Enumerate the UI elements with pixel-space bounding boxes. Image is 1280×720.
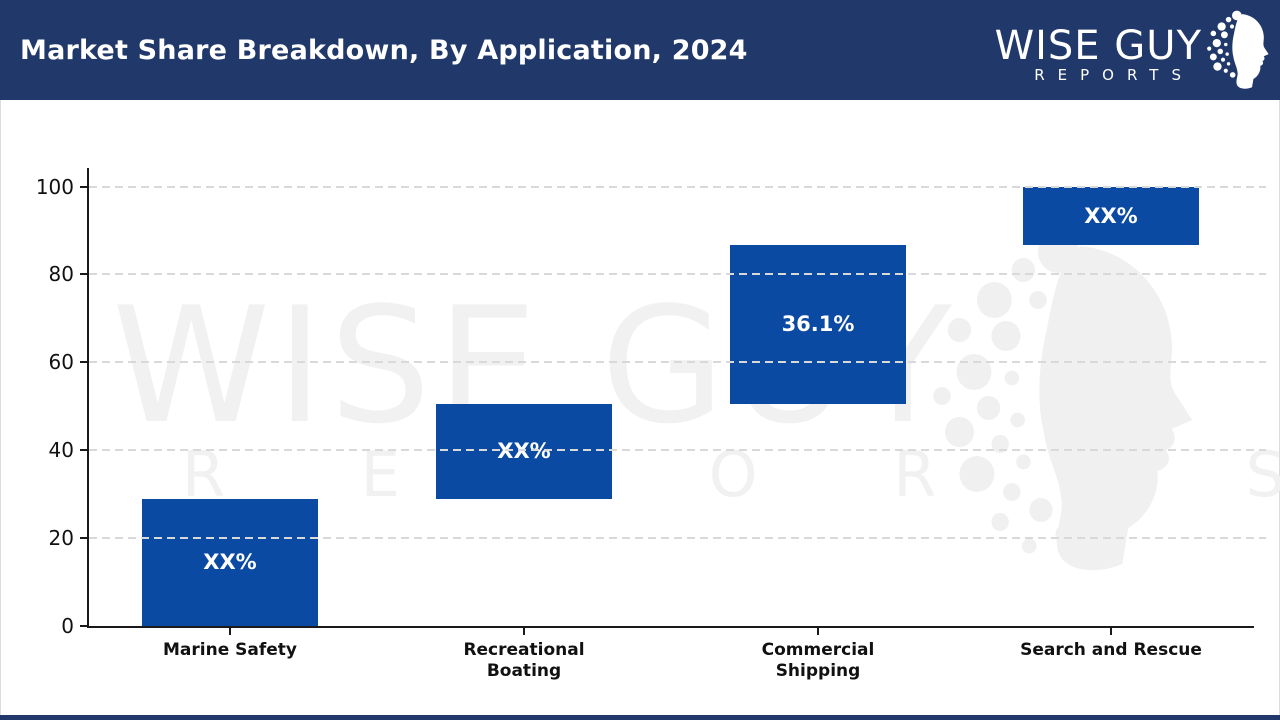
x-tick-label: Commercial Shipping (761, 640, 875, 682)
page-title: Market Share Breakdown, By Application, … (20, 34, 748, 66)
x-tick-mark (229, 628, 231, 635)
footer-strip (0, 715, 1280, 720)
bar-commercial-shipping: 36.1% (730, 245, 906, 404)
gridline-100 (89, 185, 1266, 188)
bar-marine-safety: XX% (142, 498, 318, 626)
y-tick-mark (80, 449, 87, 452)
bar-value-label: XX% (203, 550, 257, 575)
bar-value-label: 36.1% (781, 312, 855, 337)
gridline-40 (89, 449, 1266, 452)
gridline-20 (89, 537, 1266, 540)
x-tick-label: Marine Safety (163, 640, 297, 660)
header-bar: Market Share Breakdown, By Application, … (0, 0, 1280, 100)
logo-head-icon (1207, 10, 1269, 89)
y-tick-mark (80, 361, 87, 364)
bar-value-label: XX% (1084, 203, 1138, 228)
y-tick-label: 80 (48, 262, 74, 287)
y-tick-label: 40 (48, 438, 74, 463)
gridline-80 (89, 273, 1266, 276)
x-tick-mark (817, 628, 819, 635)
y-tick-label: 0 (61, 614, 74, 638)
y-tick-label: 20 (48, 526, 74, 551)
gridline-60 (89, 361, 1266, 364)
y-tick-mark (80, 185, 87, 188)
brand-logo: WISE GUY REPORTS (984, 0, 1274, 100)
watermark-head-icon (933, 231, 1193, 571)
bar-value-label: XX% (497, 439, 551, 464)
y-tick-mark (80, 537, 87, 540)
bar-recreational-boating: XX% (436, 404, 612, 499)
y-axis-line (87, 168, 89, 628)
x-tick-label: Search and Rescue (1020, 640, 1202, 660)
logo-subtitle: REPORTS (1034, 66, 1194, 84)
x-tick-label: Recreational Boating (463, 640, 585, 682)
x-tick-mark (1110, 628, 1112, 635)
y-tick-mark (80, 625, 87, 627)
y-tick-label: 60 (48, 350, 74, 375)
logo-wordmark: WISE GUY (994, 23, 1202, 69)
y-tick-label: 100 (35, 174, 74, 199)
bar-search-and-rescue: XX% (1023, 186, 1199, 245)
x-tick-mark (523, 628, 525, 635)
x-axis-line (87, 626, 1254, 628)
y-tick-mark (80, 273, 87, 276)
